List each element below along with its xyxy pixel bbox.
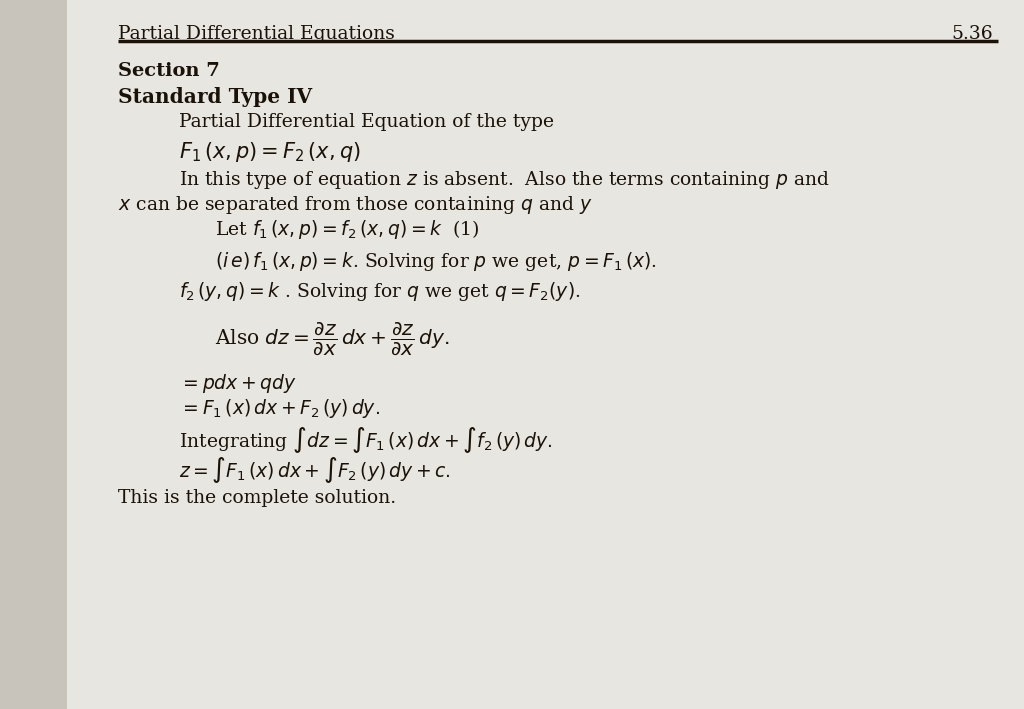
Text: Also $dz = \dfrac{\partial z}{\partial x}\,dx + \dfrac{\partial z}{\partial x}\,: Also $dz = \dfrac{\partial z}{\partial x… [215, 320, 450, 357]
Text: $x$ can be separated from those containing $q$ and $y$: $x$ can be separated from those containi… [118, 194, 592, 216]
Text: $= F_1\,(x)\,dx + F_2\,(y)\,dy.$: $= F_1\,(x)\,dx + F_2\,(y)\,dy.$ [179, 397, 380, 420]
Text: Standard Type IV: Standard Type IV [118, 87, 312, 107]
Bar [0, 0, 67, 709]
Text: $z = \int F_1\,(x)\,dx + \int F_2\,(y)\,dy + c.$: $z = \int F_1\,(x)\,dx + \int F_2\,(y)\,… [179, 455, 451, 485]
Text: Section 7: Section 7 [118, 62, 219, 80]
Text: Partial Differential Equation of the type: Partial Differential Equation of the typ… [179, 113, 554, 131]
Text: 5.36: 5.36 [951, 25, 993, 43]
Text: $(i\,e)\,f_1\,(x,p) = k$. Solving for $p$ we get, $p = F_1\,(x)$.: $(i\,e)\,f_1\,(x,p) = k$. Solving for $p… [215, 250, 657, 272]
Text: $F_1\,(x,p) = F_2\,(x,q)$: $F_1\,(x,p) = F_2\,(x,q)$ [179, 140, 360, 164]
Text: Integrating $\int dz = \int F_1\,(x)\,dx + \int f_2\,(y)\,dy.$: Integrating $\int dz = \int F_1\,(x)\,dx… [179, 425, 553, 455]
Text: $f_2\,(y,q) = k$ . Solving for $q$ we get $q = F_2(y)$.: $f_2\,(y,q) = k$ . Solving for $q$ we ge… [179, 280, 581, 303]
Text: Partial Differential Equations: Partial Differential Equations [118, 25, 394, 43]
Text: Let $f_1\,(x,p) = f_2\,(x,q) = k$  (1): Let $f_1\,(x,p) = f_2\,(x,q) = k$ (1) [215, 218, 479, 241]
Text: $= pdx + qdy$: $= pdx + qdy$ [179, 372, 297, 395]
Text: In this type of equation $z$ is absent.  Also the terms containing $p$ and: In this type of equation $z$ is absent. … [179, 169, 830, 191]
Text: This is the complete solution.: This is the complete solution. [118, 489, 396, 507]
